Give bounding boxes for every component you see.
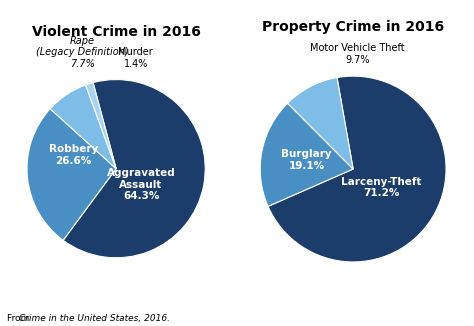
Text: Rape
​(Legacy Definition)
7.7%: Rape ​(Legacy Definition) 7.7%: [36, 36, 128, 69]
Text: Murder
1.4%: Murder 1.4%: [118, 47, 153, 69]
Wedge shape: [27, 109, 116, 240]
Title: Violent Crime in 2016: Violent Crime in 2016: [32, 25, 201, 39]
Title: Property Crime in 2016: Property Crime in 2016: [262, 20, 444, 34]
Text: Robbery
26.6%: Robbery 26.6%: [49, 144, 98, 166]
Wedge shape: [50, 85, 116, 169]
Text: Crime in the United States, 2016.: Crime in the United States, 2016.: [19, 314, 171, 323]
Wedge shape: [63, 80, 205, 258]
Wedge shape: [268, 76, 446, 262]
Text: Motor Vehicle Theft
9.7%: Motor Vehicle Theft 9.7%: [310, 43, 405, 65]
Wedge shape: [86, 82, 116, 169]
Text: From: From: [7, 314, 32, 323]
Wedge shape: [288, 78, 353, 169]
Wedge shape: [260, 103, 353, 206]
Text: Burglary
19.1%: Burglary 19.1%: [282, 149, 332, 170]
Text: Larceny-Theft
71.2%: Larceny-Theft 71.2%: [341, 177, 421, 199]
Text: Aggravated
Assault
64.3%: Aggravated Assault 64.3%: [107, 168, 175, 201]
